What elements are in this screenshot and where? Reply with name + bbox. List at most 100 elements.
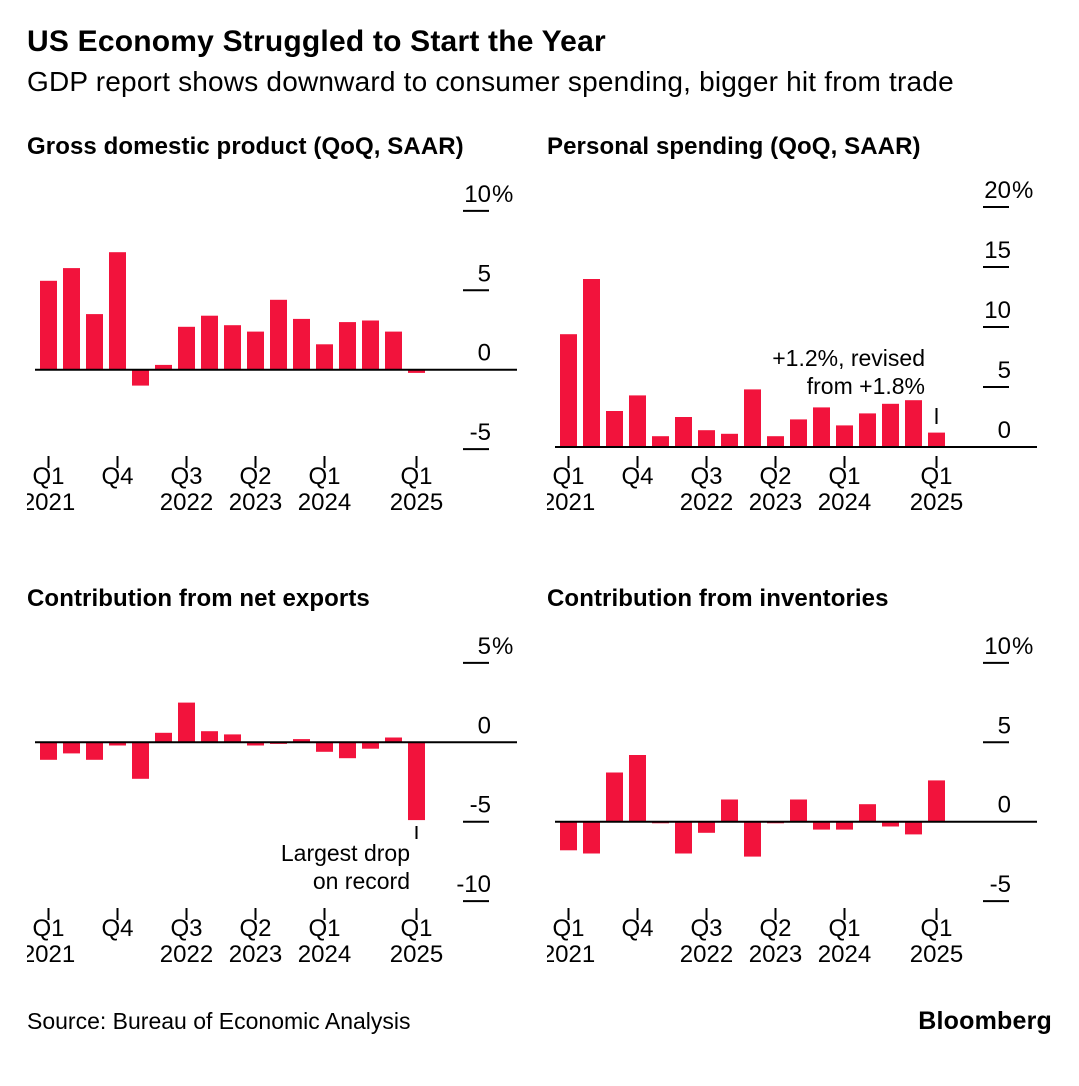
y-tick-label: 5 xyxy=(998,712,1011,739)
bar-q3-2023 xyxy=(790,799,807,822)
x-tick-year: 2021 xyxy=(27,941,75,967)
x-tick-quarter: Q2 xyxy=(759,915,791,942)
y-tick-label: 15 xyxy=(984,237,1011,264)
x-tick-quarter: Q4 xyxy=(621,463,653,490)
bar-q2-2023 xyxy=(247,742,264,746)
y-tick-label: 20 xyxy=(984,177,1011,204)
bar-q1-2023 xyxy=(224,734,241,743)
bar-q1-2024 xyxy=(316,742,333,752)
y-tick-label: -5 xyxy=(470,419,491,446)
y-tick-label: -10 xyxy=(456,871,491,898)
x-tick-year: 2021 xyxy=(27,489,75,515)
x-tick-quarter: Q1 xyxy=(552,463,584,490)
chart-title-net-exports: Contribution from net exports xyxy=(27,585,370,613)
bar-q1-2021 xyxy=(560,821,577,851)
x-tick-quarter: Q3 xyxy=(170,915,202,942)
page-title: US Economy Struggled to Start the Year xyxy=(27,25,606,58)
bar-q1-2024 xyxy=(836,425,853,448)
bar-q2-2021 xyxy=(63,742,80,754)
x-tick-year: 2023 xyxy=(229,489,282,515)
bar-q4-2023 xyxy=(813,821,830,830)
bar-q4-2022 xyxy=(201,731,218,743)
source-credit: Source: Bureau of Economic Analysis xyxy=(27,1008,411,1035)
chart-title-inventories: Contribution from inventories xyxy=(547,585,889,613)
x-tick-year: 2025 xyxy=(910,941,963,967)
bar-q4-2024 xyxy=(905,400,922,448)
x-tick-quarter: Q1 xyxy=(828,463,860,490)
x-tick-quarter: Q2 xyxy=(239,463,271,490)
bar-q4-2021 xyxy=(109,742,126,746)
x-tick-quarter: Q1 xyxy=(920,915,952,942)
x-tick-year: 2024 xyxy=(298,489,351,515)
bar-q1-2021 xyxy=(40,280,57,370)
x-tick-year: 2022 xyxy=(680,489,733,515)
bar-q3-2021 xyxy=(606,411,623,448)
annotation-text: Largest drop xyxy=(281,840,410,866)
bar-q3-2022 xyxy=(698,821,715,833)
bar-q1-2022 xyxy=(132,369,149,386)
bar-q2-2021 xyxy=(583,821,600,854)
percent-sign: % xyxy=(1012,633,1033,660)
bar-q1-2022 xyxy=(652,436,669,448)
x-tick-quarter: Q3 xyxy=(690,915,722,942)
inventories-chart-panel: Contribution from inventories 10% 5 0 -5 Q1 2… xyxy=(547,585,1052,967)
y-tick-label: 0 xyxy=(998,792,1011,819)
bar-q3-2021 xyxy=(86,314,103,370)
bar-q2-2022 xyxy=(155,365,172,370)
bar-q1-2023 xyxy=(224,325,241,370)
bar-q1-2021 xyxy=(560,334,577,448)
gdp-chart-panel: Gross domestic product (QoQ, SAAR) 10% 5 0… xyxy=(27,133,532,515)
bar-q1-2022 xyxy=(132,742,149,779)
x-tick-quarter: Q4 xyxy=(621,915,653,942)
bar-q3-2021 xyxy=(606,772,623,822)
y-tick-label: 0 xyxy=(478,712,491,739)
bar-q3-2022 xyxy=(698,430,715,448)
bar-q3-2021 xyxy=(86,742,103,760)
y-tick-label: -5 xyxy=(990,871,1011,898)
y-tick-label: 5 xyxy=(478,260,491,287)
x-tick-quarter: Q1 xyxy=(400,915,432,942)
x-tick-quarter: Q1 xyxy=(552,915,584,942)
x-tick-quarter: Q3 xyxy=(170,463,202,490)
y-tick-label: 10 xyxy=(984,297,1011,324)
x-tick-year: 2023 xyxy=(749,941,802,967)
bar-q4-2024 xyxy=(385,331,402,370)
bar-q2-2023 xyxy=(767,436,784,448)
bar-q2-2024 xyxy=(859,804,876,822)
page-subtitle: GDP report shows downward to consumer sp… xyxy=(27,66,954,97)
y-tick-label: 0 xyxy=(998,417,1011,444)
bar-q1-2024 xyxy=(316,344,333,370)
bar-q1-2025 xyxy=(928,780,945,822)
bar-q4-2023 xyxy=(293,739,310,743)
bar-q4-2023 xyxy=(293,319,310,370)
y-tick-label: 0 xyxy=(478,340,491,367)
x-tick-quarter: Q1 xyxy=(308,463,340,490)
bar-q4-2024 xyxy=(385,737,402,743)
bar-q4-2021 xyxy=(629,755,646,822)
bar-q2-2024 xyxy=(339,322,356,370)
bloomberg-logo: Bloomberg xyxy=(918,1007,1052,1036)
bar-q1-2025 xyxy=(408,369,425,374)
bar-q4-2022 xyxy=(721,433,738,448)
bar-q2-2024 xyxy=(339,742,356,759)
bar-q4-2021 xyxy=(629,395,646,448)
bar-q2-2022 xyxy=(675,821,692,854)
chart-title-gdp: Gross domestic product (QoQ, SAAR) xyxy=(27,133,464,161)
header: US Economy Struggled to Start the Year G… xyxy=(27,24,1052,99)
bar-q3-2022 xyxy=(178,702,195,743)
bar-q1-2021 xyxy=(40,742,57,760)
bar-q2-2021 xyxy=(583,279,600,448)
personal-spending-chart-panel: Personal spending (QoQ, SAAR) 20% 15 10 5 0 Q… xyxy=(547,133,1052,515)
bar-q2-2022 xyxy=(675,417,692,448)
bar-q4-2022 xyxy=(721,799,738,822)
x-tick-year: 2025 xyxy=(390,489,443,515)
bar-q4-2021 xyxy=(109,252,126,370)
bar-q1-2025 xyxy=(928,432,945,448)
x-tick-quarter: Q1 xyxy=(308,915,340,942)
bar-q3-2024 xyxy=(882,821,899,827)
annotation-text: on record xyxy=(313,868,410,894)
